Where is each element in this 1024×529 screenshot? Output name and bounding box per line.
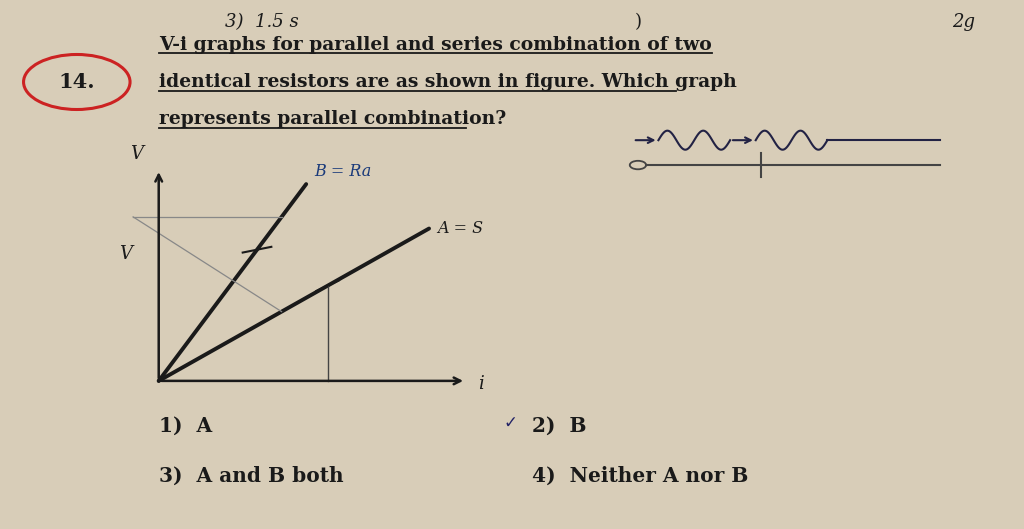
Text: 4)  Neither A nor B: 4) Neither A nor B	[532, 466, 749, 486]
Text: B = Ra: B = Ra	[314, 163, 372, 180]
Text: 2)  B: 2) B	[532, 416, 587, 436]
Text: 1)  A: 1) A	[159, 416, 212, 436]
Text: ✓: ✓	[503, 414, 517, 432]
Text: V: V	[130, 145, 142, 163]
Text: 3)  A and B both: 3) A and B both	[159, 466, 343, 486]
Text: V: V	[120, 245, 132, 263]
Text: 2g: 2g	[952, 13, 975, 31]
Text: V-i graphs for parallel and series combination of two: V-i graphs for parallel and series combi…	[159, 36, 712, 54]
Text: represents parallel combination?: represents parallel combination?	[159, 110, 506, 128]
Text: A = S: A = S	[437, 220, 483, 237]
Text: ): )	[635, 13, 642, 31]
Text: i: i	[478, 375, 484, 393]
Text: 3)  1.5 s: 3) 1.5 s	[225, 13, 299, 31]
Text: identical resistors are as shown in figure. Which graph: identical resistors are as shown in figu…	[159, 73, 736, 91]
Text: 14.: 14.	[58, 72, 95, 92]
